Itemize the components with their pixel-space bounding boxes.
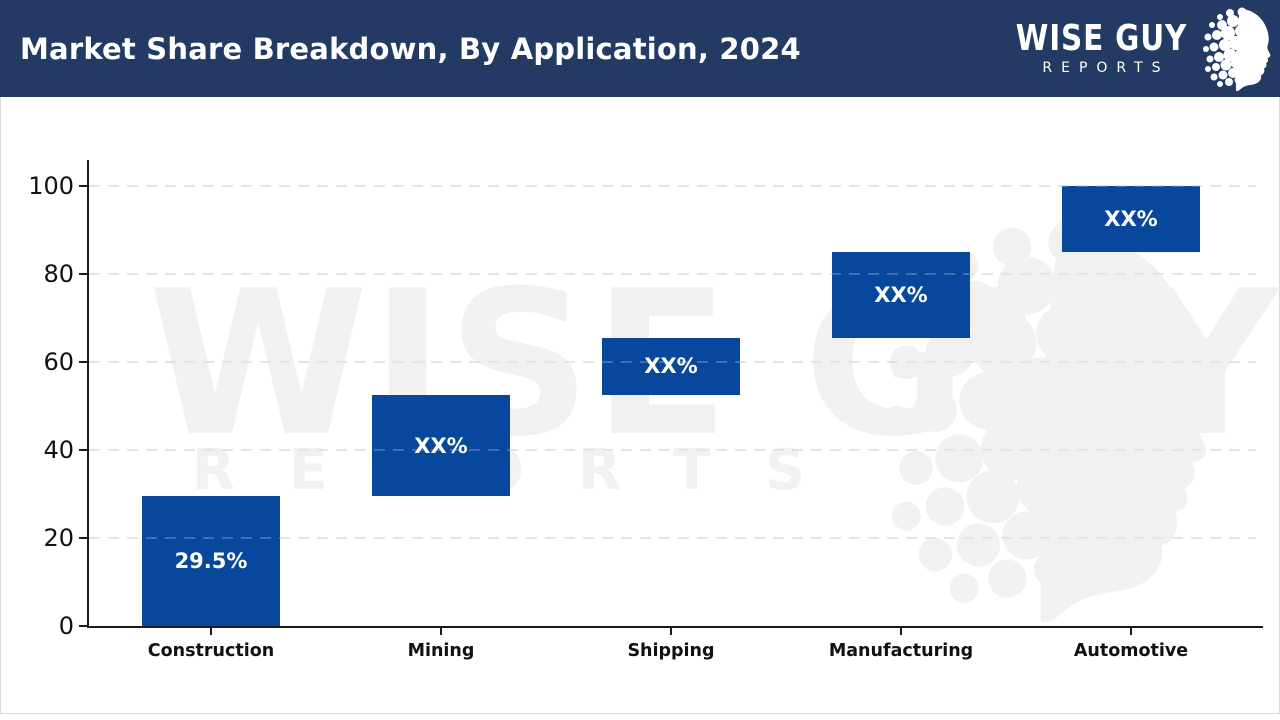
watermark-reports: REPORTS [192, 438, 860, 503]
y-tick-label-20: 20 [43, 524, 74, 552]
bar-manufacturing [832, 252, 970, 338]
y-tick-label-100: 100 [28, 172, 74, 200]
x-axis-category-label-manufacturing: Manufacturing [828, 641, 974, 661]
x-axis-category-label-shipping: Shipping [627, 641, 715, 661]
y-tick-label-0: 0 [58, 612, 74, 640]
watermark-head-dots [882, 220, 1207, 622]
x-axis-category-label-construction: Construction [147, 641, 275, 661]
gridline-overlay-20 [89, 537, 1256, 539]
gridline-overlay-80 [89, 273, 1256, 275]
y-tick-mark-20 [79, 537, 87, 539]
bar-value-label-manufacturing: XX% [874, 282, 928, 307]
gridline-20 [89, 537, 1256, 539]
page-title: Market Share Breakdown, By Application, … [20, 31, 801, 66]
y-tick-mark-0 [79, 625, 87, 627]
x-tick-mark-construction [210, 628, 212, 635]
bar-mining [372, 395, 510, 497]
bar-value-label-shipping: XX% [644, 354, 698, 379]
bar-shipping [602, 337, 740, 395]
logo-subtitle: REPORTS [1042, 60, 1170, 76]
bar-value-label-mining: XX% [414, 433, 468, 458]
bar-construction [142, 496, 280, 626]
x-tick-mark-automotive [1130, 628, 1132, 635]
x-tick-mark-mining [440, 628, 442, 635]
y-tick-label-80: 80 [43, 260, 74, 288]
x-axis-category-label-automotive: Automotive [1073, 641, 1189, 661]
y-tick-label-60: 60 [43, 348, 74, 376]
header-bar: Market Share Breakdown, By Application, … [0, 0, 1280, 97]
x-tick-mark-shipping [670, 628, 672, 635]
y-tick-mark-100 [79, 185, 87, 187]
bar-automotive [1062, 186, 1200, 252]
y-tick-mark-60 [79, 361, 87, 363]
logo-text: WISE GUY REPORTS [997, 18, 1206, 77]
gridline-overlay-40 [89, 449, 1256, 451]
x-axis-spine [87, 626, 1263, 628]
gridline-100 [89, 185, 1256, 187]
y-tick-label-40: 40 [43, 436, 74, 464]
y-tick-mark-40 [79, 449, 87, 451]
bar-value-label-construction: 29.5% [174, 549, 248, 574]
y-tick-mark-80 [79, 273, 87, 275]
logo-head-icon [1203, 7, 1271, 91]
x-axis-category-label-mining: Mining [407, 641, 475, 661]
gridline-40 [89, 449, 1256, 451]
gridline-overlay-100 [89, 185, 1256, 187]
bar-value-label-automotive: XX% [1104, 207, 1158, 231]
wise-guy-logo: WISE GUY REPORTS [997, 7, 1280, 91]
gridline-80 [89, 273, 1256, 275]
logo-name: WISE GUY [1015, 18, 1188, 59]
gridline-overlay-60 [89, 361, 1256, 363]
x-tick-mark-manufacturing [900, 628, 902, 635]
y-axis-spine [87, 160, 89, 628]
